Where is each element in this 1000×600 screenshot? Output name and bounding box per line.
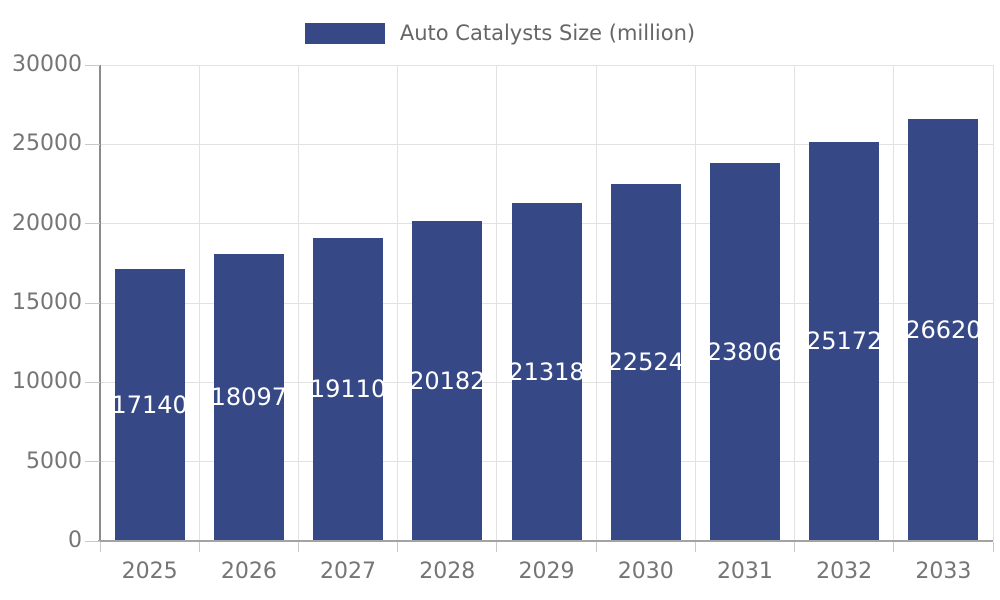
legend-label: Auto Catalysts Size (million) bbox=[399, 21, 696, 45]
bar-value-label: 21318 bbox=[508, 357, 585, 386]
y-axis-tick bbox=[85, 540, 100, 542]
bar bbox=[709, 163, 780, 541]
vertical-gridline bbox=[297, 65, 299, 541]
vertical-gridline bbox=[595, 65, 597, 541]
y-tick-label: 25000 bbox=[12, 131, 82, 157]
x-axis-tick bbox=[794, 542, 796, 552]
x-axis-tick bbox=[297, 542, 299, 552]
plot-area: 17140 18097 19110 20182 21318 22524 23806 25172… bbox=[99, 64, 994, 541]
x-tick-label: 2027 bbox=[320, 559, 377, 584]
bar bbox=[114, 269, 185, 541]
y-tick-label: 15000 bbox=[12, 290, 82, 315]
bar-value-label: 23806 bbox=[706, 338, 784, 367]
bar bbox=[511, 202, 582, 541]
y-axis-line bbox=[99, 65, 101, 541]
x-tick-label: 2026 bbox=[220, 559, 277, 584]
x-tick-label: 2030 bbox=[617, 559, 674, 584]
y-tick-label: 20000 bbox=[12, 210, 82, 236]
x-tick-label: 2025 bbox=[121, 559, 178, 584]
vertical-gridline bbox=[694, 65, 696, 541]
bar bbox=[313, 237, 384, 541]
bar bbox=[412, 220, 483, 541]
x-tick-label: 2033 bbox=[915, 559, 972, 584]
vertical-gridline bbox=[397, 65, 399, 541]
x-axis-tick bbox=[198, 542, 200, 552]
y-axis-tick bbox=[85, 223, 100, 225]
vertical-gridline bbox=[198, 65, 200, 541]
vertical-gridline bbox=[496, 65, 498, 541]
horizontal-gridline bbox=[100, 143, 993, 145]
y-tick-label: 0 bbox=[68, 528, 82, 553]
y-axis-tick bbox=[85, 381, 100, 383]
x-axis-tick bbox=[992, 542, 994, 552]
x-axis-tick bbox=[595, 542, 597, 552]
bar-value-label: 19110 bbox=[309, 375, 387, 404]
legend-swatch bbox=[304, 22, 385, 44]
chart-legend: Auto Catalysts Size (million) bbox=[0, 20, 1000, 46]
y-axis-tick bbox=[85, 64, 100, 66]
bar bbox=[213, 253, 284, 541]
x-tick-label: 2029 bbox=[518, 559, 575, 584]
y-axis-tick bbox=[85, 143, 100, 145]
x-axis-tick bbox=[397, 542, 399, 552]
vertical-gridline bbox=[794, 65, 796, 541]
bar-value-label: 18097 bbox=[210, 383, 287, 412]
y-tick-label: 5000 bbox=[26, 448, 82, 474]
y-axis-tick bbox=[85, 302, 100, 304]
bar bbox=[610, 183, 681, 541]
x-axis-line bbox=[98, 540, 993, 542]
bar-value-label: 17140 bbox=[111, 391, 188, 420]
x-axis-tick bbox=[893, 542, 895, 552]
y-tick-label: 30000 bbox=[12, 52, 82, 77]
x-axis-tick bbox=[496, 542, 498, 552]
horizontal-gridline bbox=[100, 64, 993, 66]
bar-value-label: 22524 bbox=[607, 348, 684, 377]
bar-value-label: 26620 bbox=[905, 315, 982, 344]
bar-value-label: 20182 bbox=[409, 366, 486, 395]
bar bbox=[809, 141, 880, 541]
vertical-gridline bbox=[893, 65, 895, 541]
bar-value-label: 25172 bbox=[805, 327, 883, 356]
x-tick-label: 2028 bbox=[419, 559, 476, 584]
x-tick-label: 2031 bbox=[716, 559, 773, 584]
x-axis-tick bbox=[99, 542, 101, 552]
bar bbox=[908, 118, 979, 541]
y-axis-tick bbox=[85, 461, 100, 463]
x-tick-label: 2032 bbox=[816, 559, 873, 584]
y-tick-label: 10000 bbox=[12, 369, 82, 395]
vertical-gridline bbox=[992, 65, 994, 541]
x-axis-tick bbox=[694, 542, 696, 552]
